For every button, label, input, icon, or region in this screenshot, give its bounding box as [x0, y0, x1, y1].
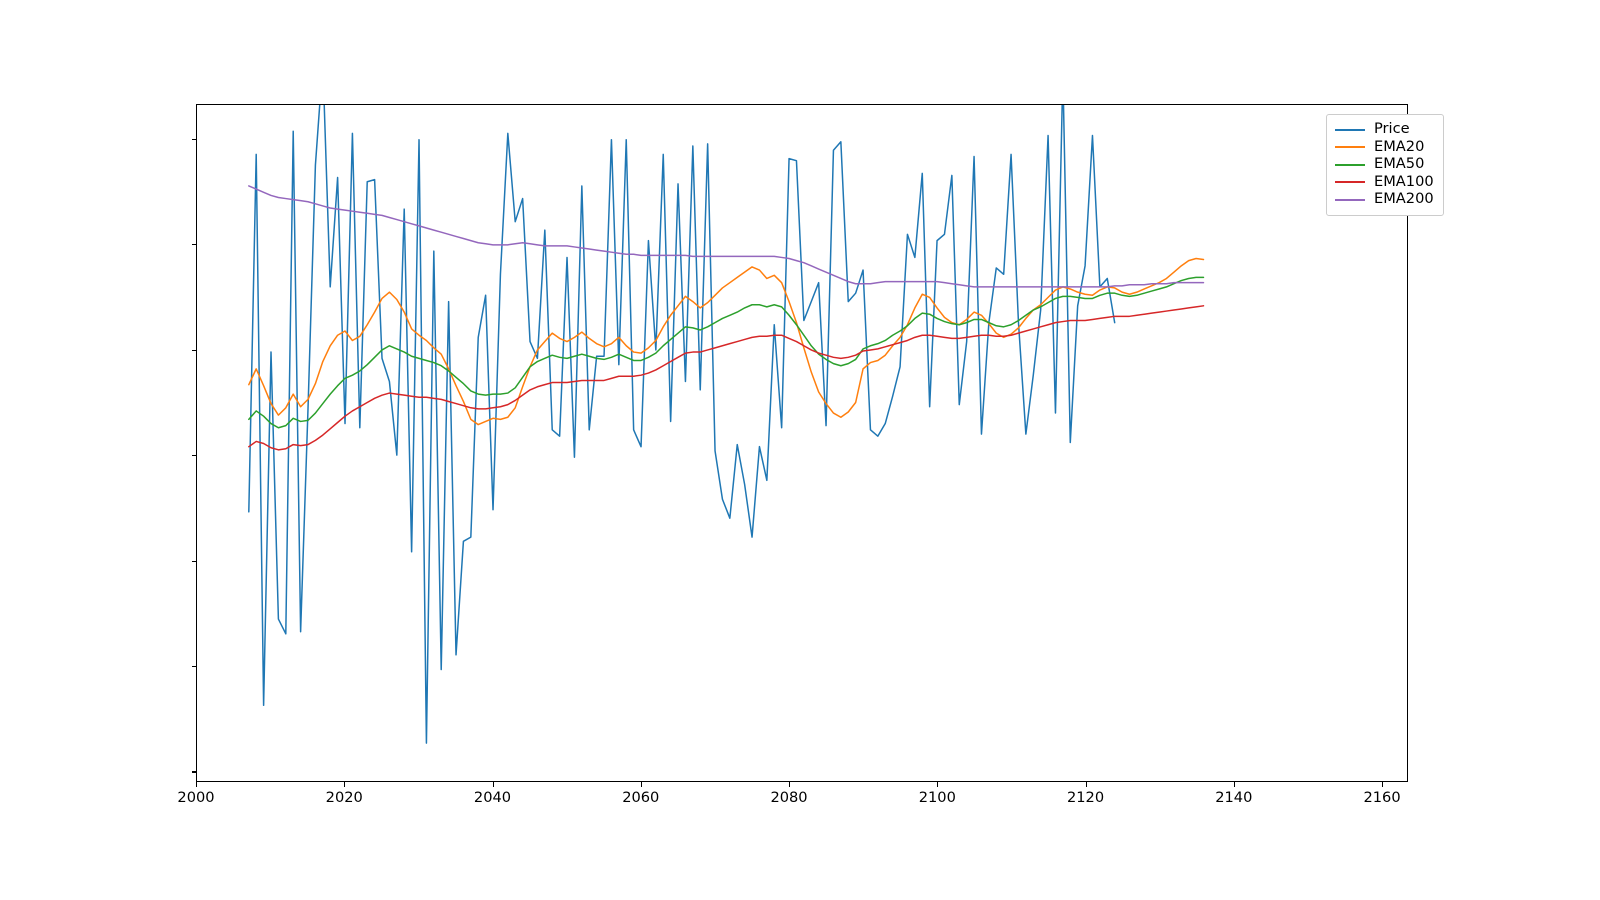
- series-line-ema100: [249, 306, 1204, 450]
- x-tick-mark: [640, 782, 642, 787]
- legend-label: EMA100: [1374, 172, 1434, 190]
- plot-lines: [197, 105, 1407, 781]
- legend-label: EMA200: [1374, 190, 1434, 208]
- x-tick-mark: [1233, 782, 1235, 787]
- series-line-ema200: [249, 186, 1204, 287]
- legend-color-swatch-icon: [1335, 146, 1365, 149]
- x-tick-mark: [1382, 782, 1384, 787]
- x-tick-mark: [789, 782, 791, 787]
- legend-label: Price: [1374, 120, 1410, 138]
- x-tick-label: 2060: [622, 789, 660, 806]
- legend-color-swatch-icon: [1335, 128, 1365, 131]
- x-tick-label: 2140: [1215, 789, 1253, 806]
- x-tick-label: 2160: [1363, 789, 1401, 806]
- x-tick-mark: [937, 782, 939, 787]
- legend-color-swatch-icon: [1335, 181, 1365, 184]
- x-tick-mark: [492, 782, 494, 787]
- legend-color-swatch-icon: [1335, 198, 1365, 201]
- y-tick-mark: [192, 244, 197, 246]
- x-tick-label: 2020: [325, 789, 363, 806]
- y-tick-mark: [192, 349, 197, 351]
- legend-item-ema200[interactable]: EMA200: [1335, 191, 1434, 209]
- chart-legend: Price EMA20 EMA50 EMA100 EMA200: [1326, 114, 1444, 216]
- legend-label: EMA50: [1374, 155, 1425, 173]
- legend-item-ema20[interactable]: EMA20: [1335, 139, 1434, 157]
- legend-item-ema100[interactable]: EMA100: [1335, 174, 1434, 192]
- y-tick-mark: [192, 771, 197, 773]
- x-tick-label: 2120: [1066, 789, 1105, 806]
- x-tick-mark: [1085, 782, 1087, 787]
- legend-item-ema50[interactable]: EMA50: [1335, 156, 1434, 174]
- x-tick-label: 2100: [918, 789, 956, 806]
- plot-area: [196, 104, 1408, 782]
- legend-label: EMA20: [1374, 137, 1425, 155]
- y-tick-mark: [192, 560, 197, 562]
- y-tick-mark: [192, 455, 197, 457]
- y-axis-tick-labels: 0.0007050.0007100.0007150.0007200.000725…: [0, 0, 180, 900]
- series-line-ema50: [249, 277, 1204, 427]
- series-line-price: [249, 105, 1115, 743]
- x-tick-label: 2000: [177, 789, 215, 806]
- x-tick-mark: [196, 782, 198, 787]
- x-tick-mark: [344, 782, 346, 787]
- x-tick-label: 2040: [473, 789, 512, 806]
- legend-color-swatch-icon: [1335, 163, 1365, 166]
- series-line-ema20: [249, 258, 1204, 424]
- x-tick-label: 2080: [770, 789, 808, 806]
- y-tick-mark: [192, 138, 197, 140]
- legend-item-price[interactable]: Price: [1335, 121, 1434, 139]
- y-tick-mark: [192, 666, 197, 668]
